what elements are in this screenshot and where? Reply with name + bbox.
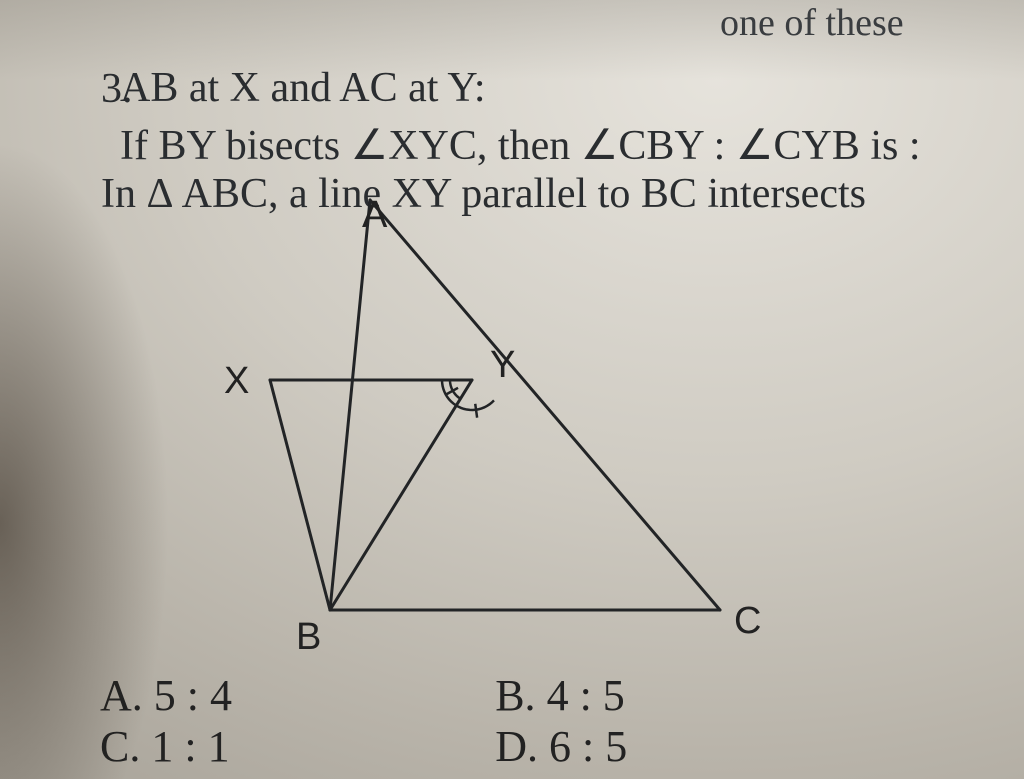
option-b[interactable]: B. 4 : 5: [495, 670, 860, 721]
option-b-value: 4 : 5: [547, 671, 625, 720]
option-c[interactable]: C. 1 : 1: [100, 721, 465, 772]
options-row-1: A. 5 : 4 B. 4 : 5: [100, 670, 920, 721]
question-line-2: AB at X and AC at Y:: [120, 62, 486, 115]
vertex-label-c: C: [734, 600, 761, 643]
question-line-3: If BY bisects ∠XYC, then ∠CBY : ∠CYB is …: [120, 120, 921, 173]
vertex-label-b: B: [296, 616, 321, 659]
diagram-svg: [120, 180, 780, 660]
option-d-value: 6 : 5: [549, 722, 627, 771]
triangle-diagram: A X Y B C: [120, 180, 780, 660]
option-d[interactable]: D. 6 : 5: [495, 721, 860, 772]
vertex-label-a: A: [362, 194, 387, 237]
option-a-value: 5 : 4: [154, 671, 232, 720]
option-c-value: 1 : 1: [151, 722, 229, 771]
vertex-label-y: Y: [490, 344, 515, 387]
options-block: A. 5 : 4 B. 4 : 5 C. 1 : 1 D. 6 : 5: [100, 670, 920, 772]
options-row-2: C. 1 : 1 D. 6 : 5: [100, 721, 920, 772]
option-a[interactable]: A. 5 : 4: [100, 670, 465, 721]
vertex-label-x: X: [224, 360, 249, 403]
